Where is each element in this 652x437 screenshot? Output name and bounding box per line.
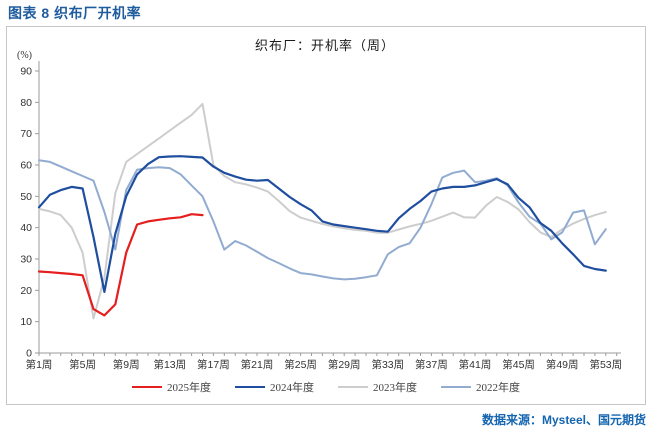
chart-area: 织布厂：开机率（周） (%) 0 10 20 30 40 50 60 70 80 90 第1周 第5周… <box>6 26 646 405</box>
svg-text:第5周: 第5周 <box>69 358 96 371</box>
svg-text:第25周: 第25周 <box>284 358 317 371</box>
svg-text:60: 60 <box>20 160 32 172</box>
series-line-2025年度 <box>37 213 204 317</box>
series-lines <box>37 102 607 320</box>
svg-text:0: 0 <box>26 348 32 360</box>
axes: 0 10 20 30 40 50 60 70 80 90 第1周 第5周 第9周 第13周 第17周 第21周… <box>20 61 622 371</box>
svg-text:90: 90 <box>20 66 32 78</box>
svg-text:第21周: 第21周 <box>241 358 274 371</box>
svg-text:第1周: 第1周 <box>26 358 53 371</box>
chart-title: 织布厂：开机率（周） <box>255 38 395 53</box>
series-line-2024年度 <box>37 155 607 293</box>
legend-line-2024-icon <box>235 386 265 388</box>
svg-text:30: 30 <box>20 254 32 266</box>
legend-label-2022: 2022年度 <box>476 382 520 394</box>
plot-svg: 织布厂：开机率（周） (%) 0 10 20 30 40 50 60 70 80 90 第1周 第5周… <box>17 38 622 371</box>
svg-text:第29周: 第29周 <box>328 358 361 371</box>
svg-text:40: 40 <box>20 222 32 234</box>
series-line-2023年度 <box>38 102 607 320</box>
legend-item-2024: 2024年度 <box>235 379 314 395</box>
svg-text:70: 70 <box>20 128 32 140</box>
legend-item-2025: 2025年度 <box>132 379 211 395</box>
svg-text:第33周: 第33周 <box>371 358 404 371</box>
svg-text:第17周: 第17周 <box>197 358 230 371</box>
svg-text:50: 50 <box>20 191 32 203</box>
series-line-2022年度 <box>38 159 607 281</box>
legend-label-2023: 2023年度 <box>373 382 417 394</box>
svg-text:第13周: 第13周 <box>153 358 186 371</box>
svg-text:第9周: 第9周 <box>113 358 140 371</box>
legend-label-2024: 2024年度 <box>270 382 314 394</box>
y-unit-label: (%) <box>17 50 32 61</box>
svg-text:10: 10 <box>20 316 32 328</box>
page-title: 图表 8 织布厂开机率 <box>8 5 142 21</box>
svg-text:80: 80 <box>20 97 32 109</box>
legend-item-2023: 2023年度 <box>338 379 417 395</box>
legend-label-2025: 2025年度 <box>167 382 211 394</box>
svg-text:第45周: 第45周 <box>502 358 535 371</box>
data-source-note: 数据来源：Mysteel、国元期货 <box>481 413 646 427</box>
legend-item-2022: 2022年度 <box>441 379 520 395</box>
legend-line-2025-icon <box>132 386 162 388</box>
svg-text:第49周: 第49周 <box>546 358 579 371</box>
legend-line-2022-icon <box>441 386 471 388</box>
svg-text:第53周: 第53周 <box>589 358 622 371</box>
svg-text:20: 20 <box>20 285 32 297</box>
svg-text:第41周: 第41周 <box>459 358 492 371</box>
legend-line-2023-icon <box>338 386 368 388</box>
svg-text:第37周: 第37周 <box>415 358 448 371</box>
chart-legend: 2025年度 2024年度 2023年度 2022年度 <box>7 379 645 395</box>
